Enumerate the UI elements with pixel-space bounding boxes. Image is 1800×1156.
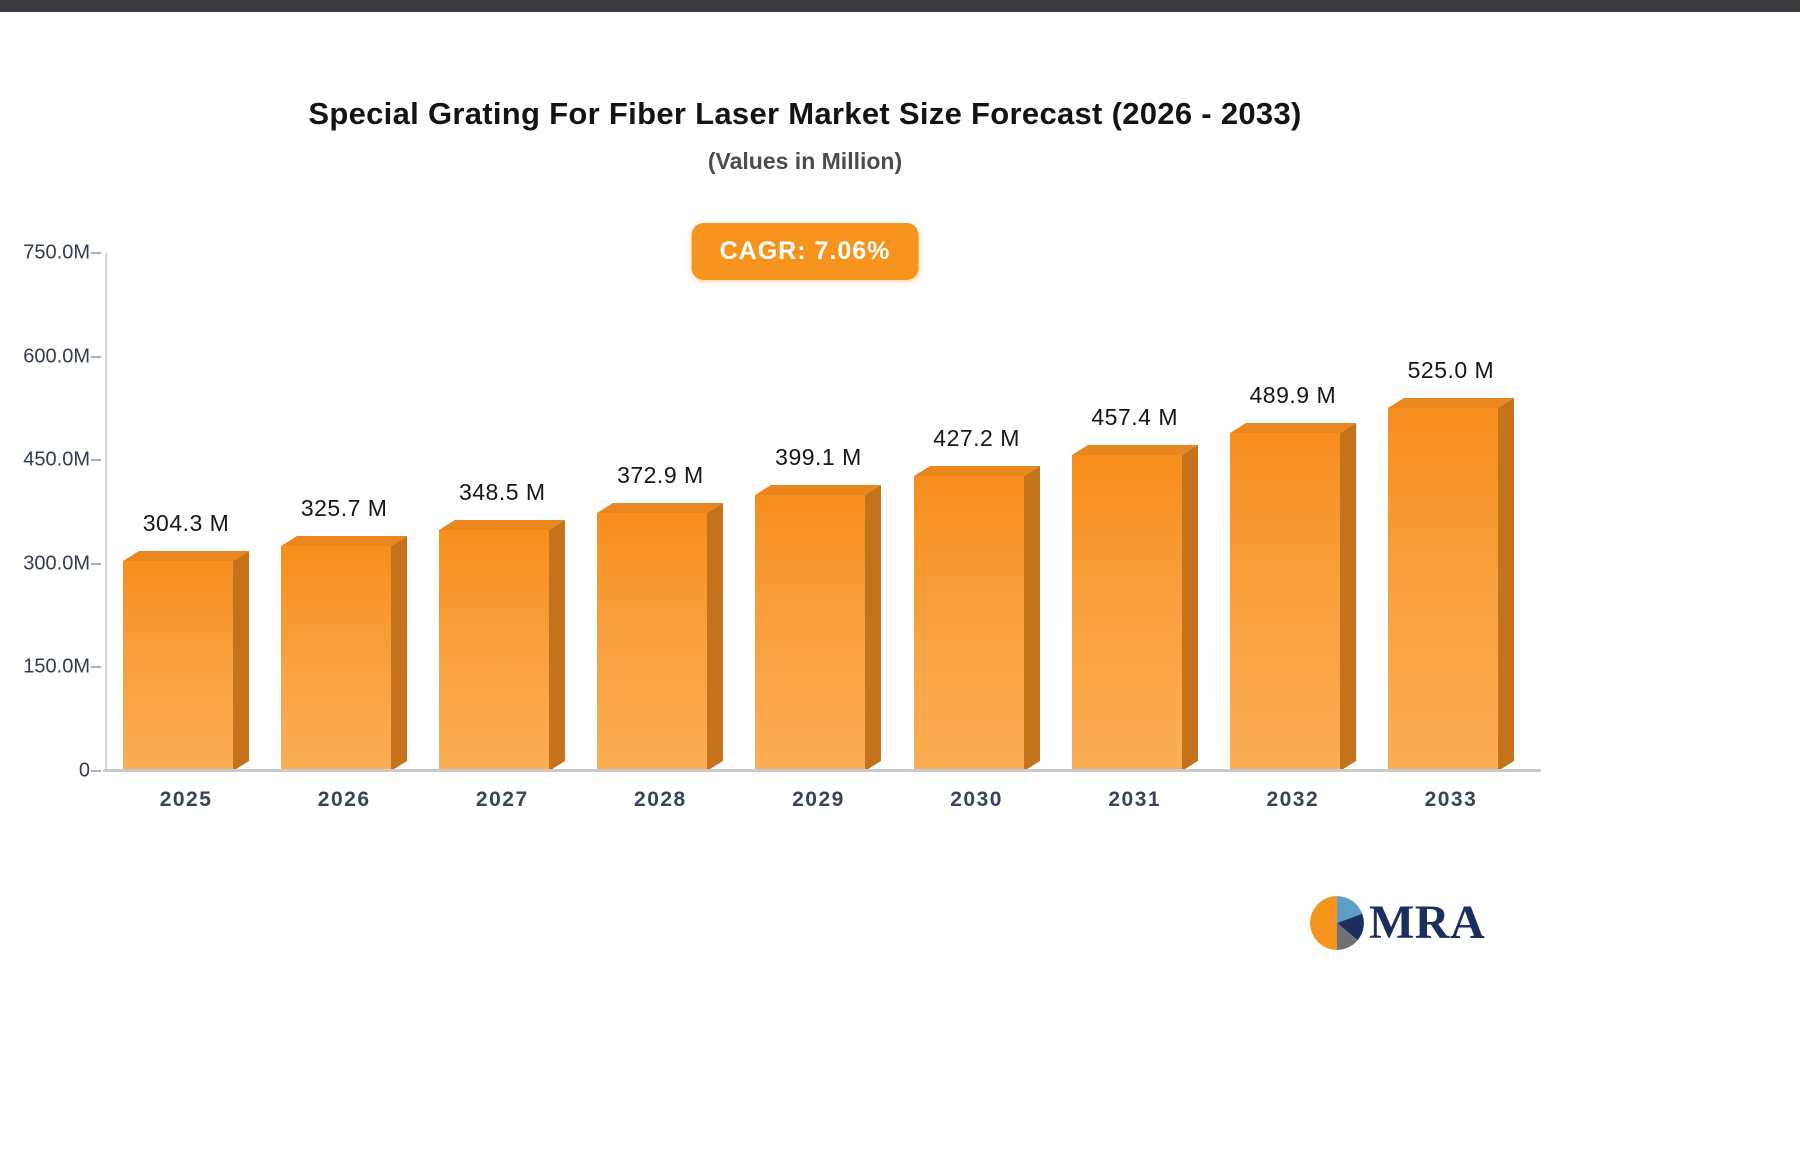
top-strip (0, 0, 1800, 12)
bar-top-face (1387, 398, 1514, 408)
y-axis-tick-mark (91, 770, 101, 772)
y-axis-tick-mark (91, 355, 101, 358)
bar-value-label: 304.3 M (142, 510, 230, 536)
bar-group: 325.7 M (265, 253, 423, 771)
bar-group: 372.9 M (581, 253, 739, 771)
x-axis-tick-label: 2030 (950, 788, 1003, 811)
bar-value-label: 427.2 M (933, 425, 1020, 451)
bar-side-face (707, 503, 724, 771)
x-axis-labels: 2025 2026 2027 2028 2029 2030 2031 2032 2033 (107, 788, 1530, 812)
bar-top-face (913, 466, 1040, 476)
x-axis-line (103, 769, 1541, 772)
y-axis-tick-label: 600.0M (23, 345, 90, 368)
bar: 304.3 M (123, 510, 250, 771)
bar-front-face (123, 561, 234, 771)
chart-title: Special Grating For Fiber Laser Market S… (308, 96, 1302, 131)
x-axis-tick-label: 2025 (159, 788, 213, 811)
bar-side-face (233, 551, 250, 771)
bar-group: 489.9 M (1214, 253, 1372, 771)
bar-front-face (755, 495, 866, 771)
bar-top-face (439, 520, 566, 530)
bar-front-face (281, 546, 392, 771)
bar-front-face (1071, 455, 1182, 771)
y-axis-tick-mark (91, 459, 101, 462)
bar-value-label: 325.7 M (300, 495, 388, 521)
bar-top-face (281, 536, 408, 546)
plot-area: 304.3 M 325.7 M 348.5 M 372.9 M 399.1 M 427.2… (91, 252, 1530, 772)
chart-subtitle: (Values in Million) (707, 148, 903, 174)
brand-logo: MRA (1308, 894, 1485, 952)
bar-front-face (1229, 433, 1340, 771)
bar-front-face (439, 530, 550, 771)
bar-top-face (123, 551, 250, 561)
bar-value-label: 372.9 M (617, 462, 704, 488)
bar-value-label: 457.4 M (1091, 404, 1178, 430)
y-axis-tick-mark (91, 252, 101, 254)
bar: 457.4 M (1071, 404, 1198, 771)
y-axis-tick-label: 150.0M (23, 655, 90, 678)
y-axis-tick-mark (91, 666, 101, 669)
bar: 348.5 M (439, 479, 566, 771)
bar: 372.9 M (597, 462, 724, 771)
y-axis-line (105, 253, 107, 771)
bar-side-face (1181, 445, 1198, 771)
bar: 325.7 M (281, 495, 408, 771)
y-axis-tick-label: 450.0M (23, 448, 90, 471)
bar: 489.9 M (1229, 382, 1356, 771)
bar-top-face (1229, 423, 1356, 433)
cagr-badge: CAGR: 7.06% (691, 223, 919, 280)
x-axis-tick-label: 2031 (1108, 788, 1162, 811)
bar-group: 399.1 M (739, 253, 897, 771)
x-axis-tick-label: 2026 (317, 788, 371, 811)
bar-front-face (913, 476, 1024, 771)
bar-side-face (549, 520, 566, 771)
x-axis-tick-label: 2027 (475, 788, 529, 811)
bar-side-face (865, 485, 882, 771)
x-axis-tick-label: 2033 (1424, 788, 1478, 811)
bar-group: 304.3 M (107, 253, 265, 771)
bar-side-face (391, 536, 408, 771)
bar-side-face (1023, 466, 1040, 771)
bar-group: 525.0 M (1372, 253, 1530, 771)
bar-group: 457.4 M (1056, 253, 1214, 771)
y-axis-tick-label: 750.0M (23, 241, 90, 264)
brand-logo-text: MRA (1369, 896, 1486, 949)
bar: 525.0 M (1387, 357, 1514, 771)
x-axis-tick-label: 2029 (792, 788, 845, 811)
bar-value-label: 399.1 M (775, 444, 862, 470)
bar-side-face (1497, 398, 1514, 771)
bar-value-label: 489.9 M (1249, 382, 1337, 408)
y-axis-tick-label: 300.0M (23, 552, 90, 575)
y-axis-tick-mark (91, 562, 101, 565)
x-axis-tick-label: 2028 (634, 788, 687, 811)
bar-group: 348.5 M (423, 253, 581, 771)
x-axis-tick-label: 2032 (1266, 788, 1320, 811)
pie-logo-icon (1310, 896, 1364, 950)
bar-value-label: 525.0 M (1407, 357, 1495, 383)
bar-top-face (1071, 445, 1198, 455)
bars: 304.3 M 325.7 M 348.5 M 372.9 M 399.1 M 427.2… (107, 253, 1530, 771)
bar-group: 427.2 M (898, 253, 1056, 771)
bar-side-face (1339, 423, 1356, 771)
bar: 399.1 M (755, 444, 882, 771)
bar: 427.2 M (913, 425, 1040, 771)
y-axis-labels: 750.0M 600.0M 450.0M 300.0M 150.0M 0 (0, 242, 90, 782)
bar-front-face (1387, 408, 1498, 771)
bar-top-face (755, 485, 882, 495)
bar-value-label: 348.5 M (458, 479, 546, 505)
bar-front-face (597, 513, 708, 771)
bar-top-face (597, 503, 724, 513)
y-axis-tick-label: 0 (78, 759, 90, 782)
